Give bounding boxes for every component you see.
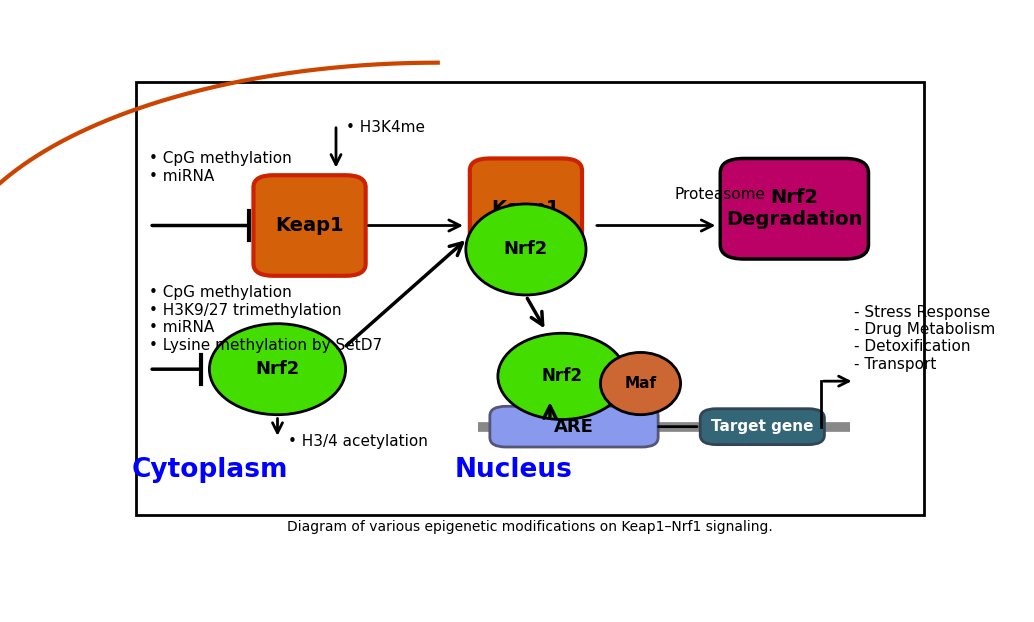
Text: Nrf2: Nrf2	[504, 241, 548, 259]
Text: Nrf2: Nrf2	[542, 368, 582, 386]
FancyBboxPatch shape	[253, 175, 366, 276]
Text: Keap1: Keap1	[275, 216, 344, 235]
FancyBboxPatch shape	[700, 409, 824, 445]
FancyBboxPatch shape	[469, 159, 582, 259]
Ellipse shape	[498, 333, 627, 419]
Text: • H3/4 acetylation: • H3/4 acetylation	[287, 434, 428, 448]
Text: Diagram of various epigenetic modifications on Keap1–Nrf1 signaling.: Diagram of various epigenetic modificati…	[287, 520, 772, 534]
FancyBboxPatch shape	[490, 406, 659, 447]
Text: - Stress Response
- Drug Metabolism
- Detoxification
- Transport: - Stress Response - Drug Metabolism - De…	[854, 305, 996, 372]
Text: Keap1: Keap1	[491, 199, 560, 218]
FancyBboxPatch shape	[721, 159, 869, 259]
Text: ARE: ARE	[554, 417, 594, 435]
Text: Nrf2
Degradation: Nrf2 Degradation	[726, 188, 862, 230]
Ellipse shape	[601, 353, 680, 415]
Text: Target gene: Target gene	[711, 419, 814, 434]
Text: • CpG methylation
• miRNA: • CpG methylation • miRNA	[149, 151, 292, 183]
Text: Nucleus: Nucleus	[455, 457, 573, 483]
Text: • CpG methylation
• H3K9/27 trimethylation
• miRNA
• Lysine methylation by SetD7: • CpG methylation • H3K9/27 trimethylati…	[149, 285, 383, 353]
Text: Nrf2: Nrf2	[255, 360, 300, 378]
FancyBboxPatch shape	[135, 82, 924, 515]
Ellipse shape	[209, 323, 345, 415]
Text: • H3K4me: • H3K4me	[345, 120, 425, 135]
Text: Maf: Maf	[625, 376, 657, 391]
Text: Cytoplasm: Cytoplasm	[131, 457, 287, 483]
Text: Proteasome: Proteasome	[674, 187, 765, 202]
Ellipse shape	[465, 204, 586, 295]
